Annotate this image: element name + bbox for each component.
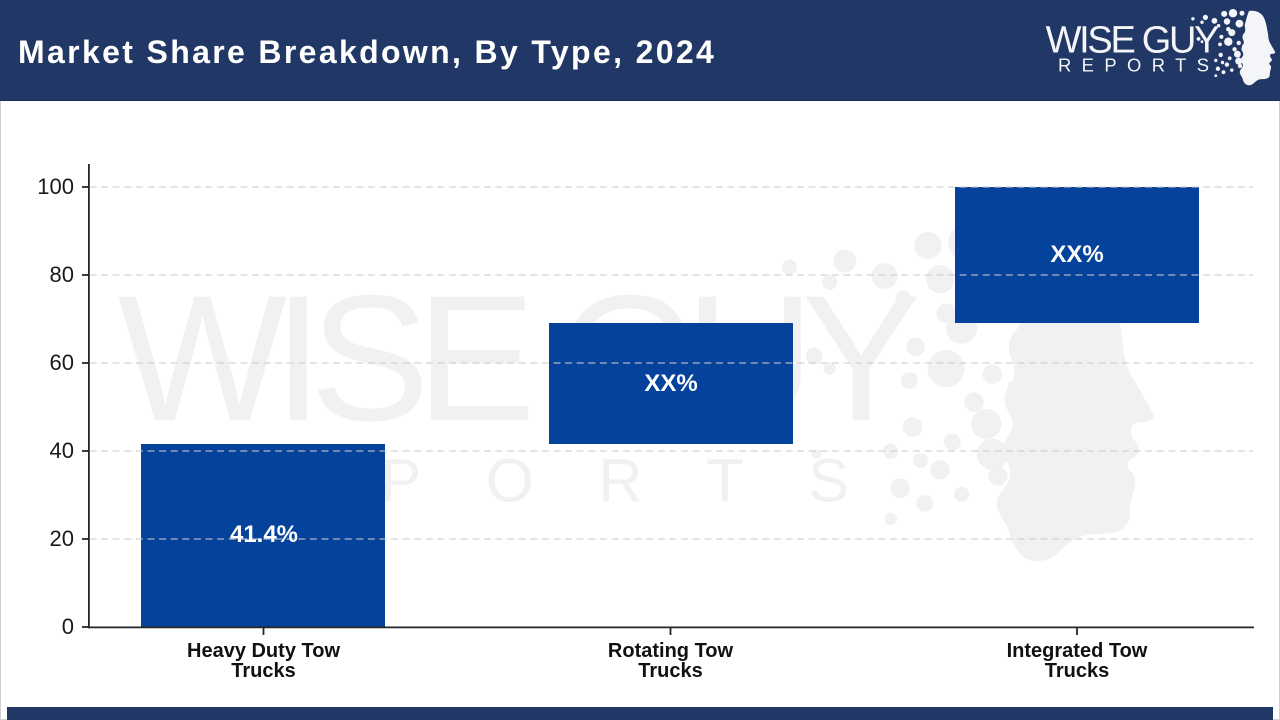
svg-text:WISE GUY: WISE GUY — [1046, 20, 1220, 62]
svg-text:REPORTS: REPORTS — [1058, 54, 1219, 75]
svg-text:WISE GUY: WISE GUY — [118, 258, 918, 458]
